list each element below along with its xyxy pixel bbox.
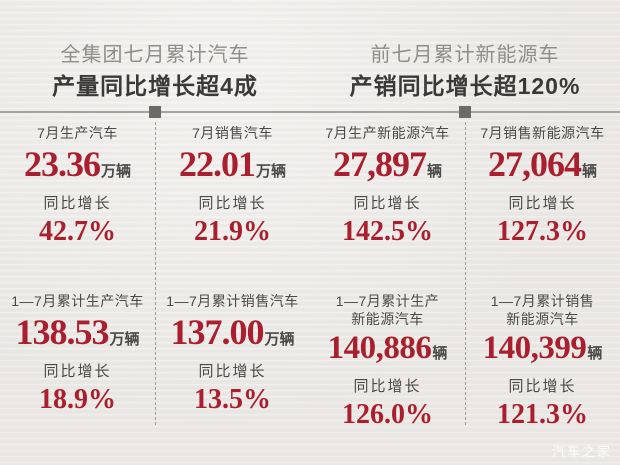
growth-label: 同比增长	[508, 195, 577, 213]
stat-label: 7月销售汽车	[192, 125, 273, 141]
stat-label: 1—7月累计生产汽车	[11, 293, 144, 309]
stat-unit: 辆	[432, 345, 448, 362]
growth-label: 同比增长	[198, 363, 267, 381]
growth-label: 同比增长	[353, 195, 422, 213]
watermark: 汽车之家	[551, 444, 612, 459]
stat-value: 140,399辆	[482, 330, 603, 366]
stats-row-july: 7月生产汽车 23.36万辆 同比增长 42.7% 7月销售汽车 22.01万辆…	[0, 125, 620, 248]
stat-value: 27,897辆	[332, 143, 442, 184]
growth-label: 同比增长	[508, 377, 577, 395]
growth-label: 同比增长	[198, 195, 267, 213]
growth-label: 同比增长	[353, 377, 422, 395]
stat-label: 1—7月累计销售 新能源汽车	[490, 293, 595, 327]
vertical-dashed-divider-right	[465, 122, 466, 425]
stat-unit: 万辆	[109, 330, 140, 348]
stat-label: 7月销售新能源汽车	[480, 125, 605, 141]
stat-unit: 万辆	[100, 162, 131, 180]
growth-label: 同比增长	[43, 195, 112, 213]
stat-value: 22.01万辆	[178, 143, 286, 184]
growth-value: 18.9%	[39, 384, 116, 416]
stat-value: 27,064辆	[487, 143, 597, 184]
stats-row-ytd: 1—7月累计生产汽车 138.53万辆 同比增长 18.9% 1—7月累计销售汽…	[0, 293, 620, 431]
growth-value: 127.3%	[497, 216, 588, 248]
stat-card-ytd-sold-nev: 1—7月累计销售 新能源汽车 140,399辆 同比增长 121.3%	[465, 293, 620, 431]
stat-label: 7月生产新能源汽车	[325, 125, 450, 141]
stat-card-jul-produced-vehicles: 7月生产汽车 23.36万辆 同比增长 42.7%	[0, 125, 155, 248]
growth-label: 同比增长	[43, 363, 112, 381]
growth-value: 126.0%	[342, 398, 433, 430]
stat-value: 137.00万辆	[170, 311, 295, 352]
stat-unit: 辆	[587, 345, 603, 362]
header-right-subtitle: 前七月累计新能源车	[370, 44, 560, 66]
stat-card-jul-sold-nev: 7月销售新能源汽车 27,064辆 同比增长 127.3%	[465, 125, 620, 248]
stat-card-ytd-produced-nev: 1—7月累计生产 新能源汽车 140,886辆 同比增长 126.0%	[310, 293, 465, 431]
header-right: 前七月累计新能源车 产销同比增长超120%	[310, 44, 620, 99]
stat-unit: 万辆	[255, 162, 286, 180]
stat-unit: 辆	[581, 162, 597, 180]
stat-value: 23.36万辆	[23, 143, 131, 184]
stat-label: 1—7月累计销售汽车	[166, 293, 299, 309]
stat-card-jul-produced-nev: 7月生产新能源汽车 27,897辆 同比增长 142.5%	[310, 125, 465, 248]
stat-card-ytd-produced-vehicles: 1—7月累计生产汽车 138.53万辆 同比增长 18.9%	[0, 293, 155, 416]
growth-value: 21.9%	[194, 216, 271, 248]
growth-value: 121.3%	[497, 398, 588, 430]
header-left-title: 产量同比增长超4成	[52, 73, 258, 99]
stat-label: 1—7月累计生产 新能源汽车	[335, 293, 440, 327]
header-section: 全集团七月累计汽车 产量同比增长超4成 前七月累计新能源车 产销同比增长超120…	[0, 44, 620, 99]
stat-label: 7月生产汽车	[37, 125, 118, 141]
stat-value: 138.53万辆	[15, 311, 140, 352]
stat-card-ytd-sold-vehicles: 1—7月累计销售汽车 137.00万辆 同比增长 13.5%	[155, 293, 310, 416]
stat-unit: 万辆	[264, 330, 295, 348]
header-left: 全集团七月累计汽车 产量同比增长超4成	[0, 44, 310, 99]
header-marker-left	[149, 106, 161, 118]
header-right-title: 产销同比增长超120%	[349, 73, 581, 99]
stat-unit: 辆	[426, 162, 442, 180]
growth-value: 42.7%	[39, 216, 116, 248]
vertical-dashed-divider-left	[155, 122, 156, 425]
growth-value: 13.5%	[194, 384, 271, 416]
stat-value: 140,886辆	[327, 330, 448, 366]
stat-card-jul-sold-vehicles: 7月销售汽车 22.01万辆 同比增长 21.9%	[155, 125, 310, 248]
horizontal-divider	[0, 106, 620, 118]
growth-value: 142.5%	[342, 216, 433, 248]
header-marker-right	[459, 106, 471, 118]
header-left-subtitle: 全集团七月累计汽车	[60, 44, 250, 66]
